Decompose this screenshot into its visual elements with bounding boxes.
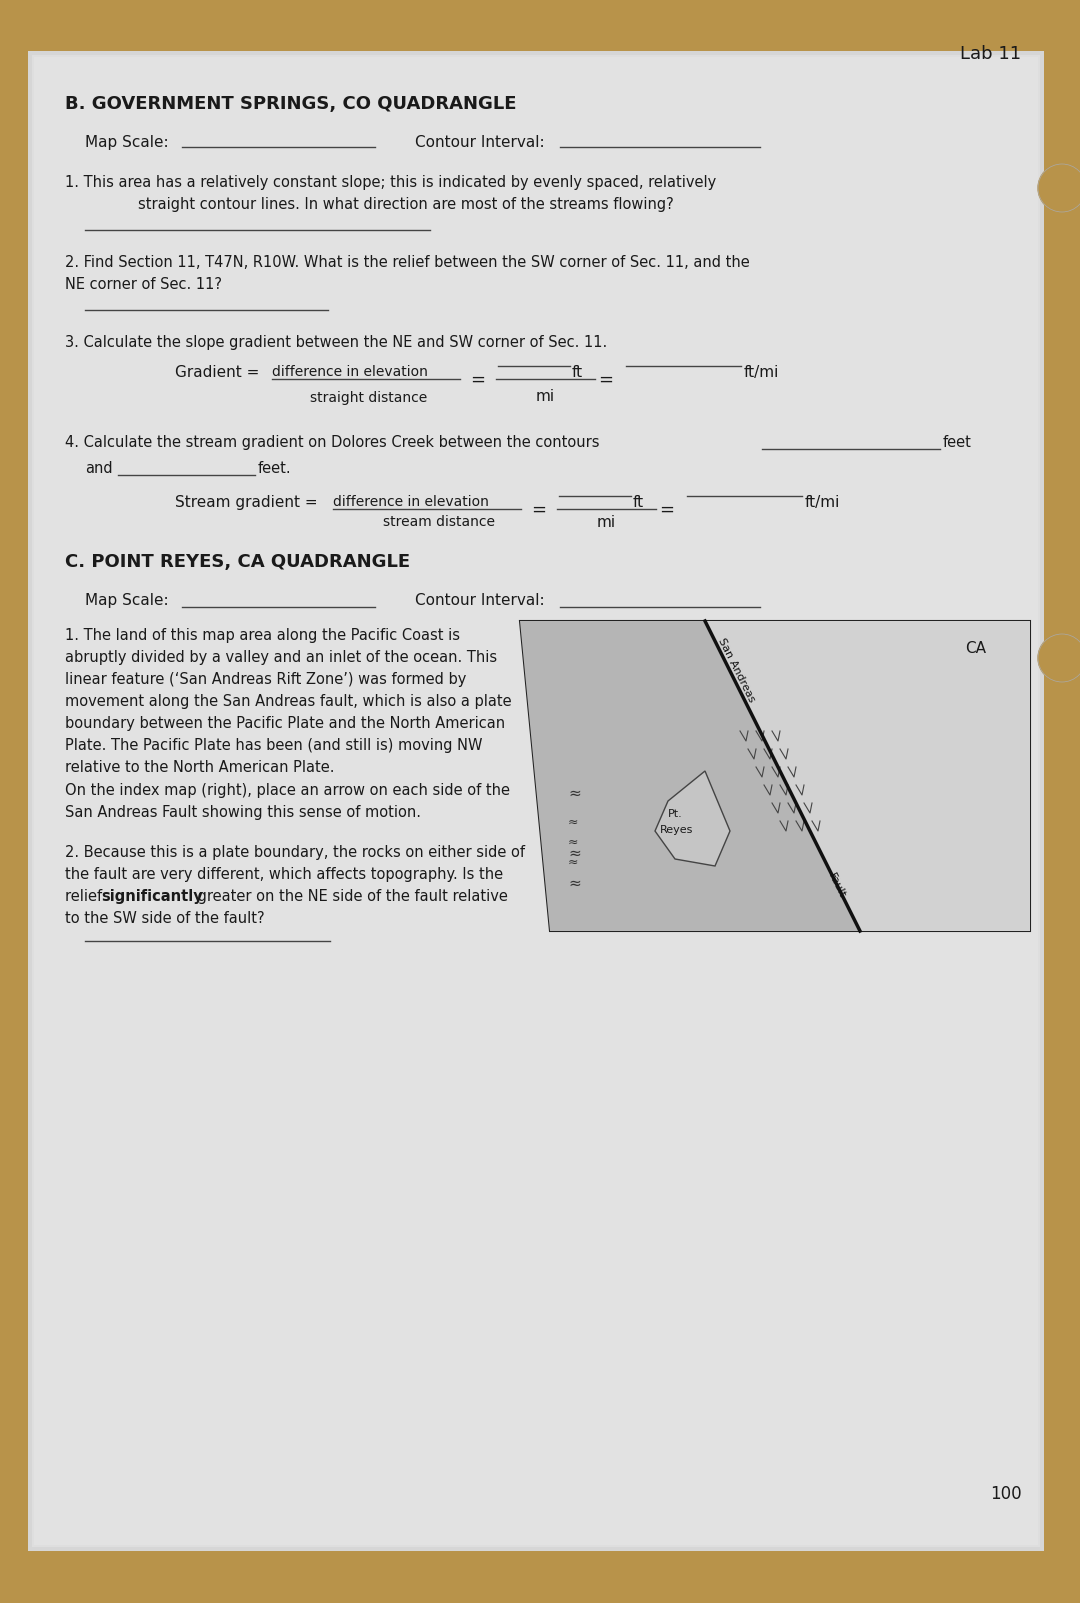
Text: San Andreas Fault showing this sense of motion.: San Andreas Fault showing this sense of … <box>65 805 421 821</box>
Text: Lab 11: Lab 11 <box>960 45 1021 63</box>
Text: 2. Find Section 11, T47N, R10W. What is the relief between the SW corner of Sec.: 2. Find Section 11, T47N, R10W. What is … <box>65 255 750 269</box>
Text: Stream gradient =: Stream gradient = <box>175 495 323 510</box>
Text: ≈: ≈ <box>568 785 581 802</box>
Text: On the index map (right), place an arrow on each side of the: On the index map (right), place an arrow… <box>65 782 510 798</box>
Text: Gradient =: Gradient = <box>175 365 265 380</box>
Text: =: = <box>659 502 674 519</box>
Polygon shape <box>654 771 730 866</box>
Text: boundary between the Pacific Plate and the North American: boundary between the Pacific Plate and t… <box>65 717 505 731</box>
Text: Contour Interval:: Contour Interval: <box>415 135 544 151</box>
Text: Fault: Fault <box>826 870 847 899</box>
Text: abruptly divided by a valley and an inlet of the ocean. This: abruptly divided by a valley and an inle… <box>65 649 497 665</box>
Text: straight distance: straight distance <box>310 391 428 406</box>
Text: =: = <box>598 370 613 390</box>
Text: significantly: significantly <box>102 890 203 904</box>
Circle shape <box>1038 164 1080 212</box>
Text: difference in elevation: difference in elevation <box>333 495 489 510</box>
Text: ft: ft <box>633 495 644 510</box>
Text: 4. Calculate the stream gradient on Dolores Creek between the contours: 4. Calculate the stream gradient on Dolo… <box>65 434 599 450</box>
Text: B. GOVERNMENT SPRINGS, CO QUADRANGLE: B. GOVERNMENT SPRINGS, CO QUADRANGLE <box>65 95 516 112</box>
Text: C. POINT REYES, CA QUADRANGLE: C. POINT REYES, CA QUADRANGLE <box>65 553 410 571</box>
Text: the fault are very different, which affects topography. Is the: the fault are very different, which affe… <box>65 867 503 882</box>
Text: feet.: feet. <box>258 462 292 476</box>
Text: greater on the NE side of the fault relative: greater on the NE side of the fault rela… <box>193 890 508 904</box>
FancyBboxPatch shape <box>28 51 1044 1552</box>
Text: ft: ft <box>572 365 583 380</box>
Text: Map Scale:: Map Scale: <box>85 135 168 151</box>
Text: 1. This area has a relatively constant slope; this is indicated by evenly spaced: 1. This area has a relatively constant s… <box>65 175 716 191</box>
Polygon shape <box>705 620 1030 931</box>
Text: ≈: ≈ <box>568 816 579 829</box>
Text: Plate. The Pacific Plate has been (and still is) moving NW: Plate. The Pacific Plate has been (and s… <box>65 737 483 753</box>
Text: 1. The land of this map area along the Pacific Coast is: 1. The land of this map area along the P… <box>65 628 460 643</box>
Text: stream distance: stream distance <box>383 515 495 529</box>
Text: relative to the North American Plate.: relative to the North American Plate. <box>65 760 335 774</box>
Text: linear feature (‘San Andreas Rift Zone’) was formed by: linear feature (‘San Andreas Rift Zone’)… <box>65 672 467 688</box>
Text: ft/mi: ft/mi <box>744 365 780 380</box>
Text: Pt.: Pt. <box>669 810 683 819</box>
Text: San Andreas: San Andreas <box>716 636 756 704</box>
Circle shape <box>1038 635 1080 681</box>
Text: feet: feet <box>943 434 972 450</box>
Text: ≈: ≈ <box>568 837 579 850</box>
Text: Reyes: Reyes <box>660 826 693 835</box>
Text: movement along the San Andreas fault, which is also a plate: movement along the San Andreas fault, wh… <box>65 694 512 709</box>
Text: difference in elevation: difference in elevation <box>272 365 428 378</box>
Text: ≈: ≈ <box>568 856 579 869</box>
Text: 100: 100 <box>990 1484 1022 1504</box>
Text: CA: CA <box>966 641 986 656</box>
Text: mi: mi <box>597 515 616 531</box>
Text: 3. Calculate the slope gradient between the NE and SW corner of Sec. 11.: 3. Calculate the slope gradient between … <box>65 335 607 349</box>
Text: =: = <box>470 370 485 390</box>
Text: mi: mi <box>536 390 555 404</box>
Text: to the SW side of the fault?: to the SW side of the fault? <box>65 911 265 927</box>
Polygon shape <box>519 620 860 931</box>
Text: NE corner of Sec. 11?: NE corner of Sec. 11? <box>65 277 222 292</box>
Text: relief: relief <box>65 890 107 904</box>
Text: Contour Interval:: Contour Interval: <box>415 593 544 608</box>
Text: ft/mi: ft/mi <box>805 495 840 510</box>
Text: straight contour lines. In what direction are most of the streams flowing?: straight contour lines. In what directio… <box>138 197 674 212</box>
Text: ≈: ≈ <box>568 875 581 891</box>
FancyBboxPatch shape <box>32 55 1040 1547</box>
Polygon shape <box>519 620 1030 931</box>
Text: Map Scale:: Map Scale: <box>85 593 168 608</box>
FancyBboxPatch shape <box>33 58 1038 1545</box>
Text: and: and <box>85 462 112 476</box>
Text: =: = <box>531 502 546 519</box>
Text: 2. Because this is a plate boundary, the rocks on either side of: 2. Because this is a plate boundary, the… <box>65 845 525 859</box>
Text: ≈: ≈ <box>568 846 581 861</box>
